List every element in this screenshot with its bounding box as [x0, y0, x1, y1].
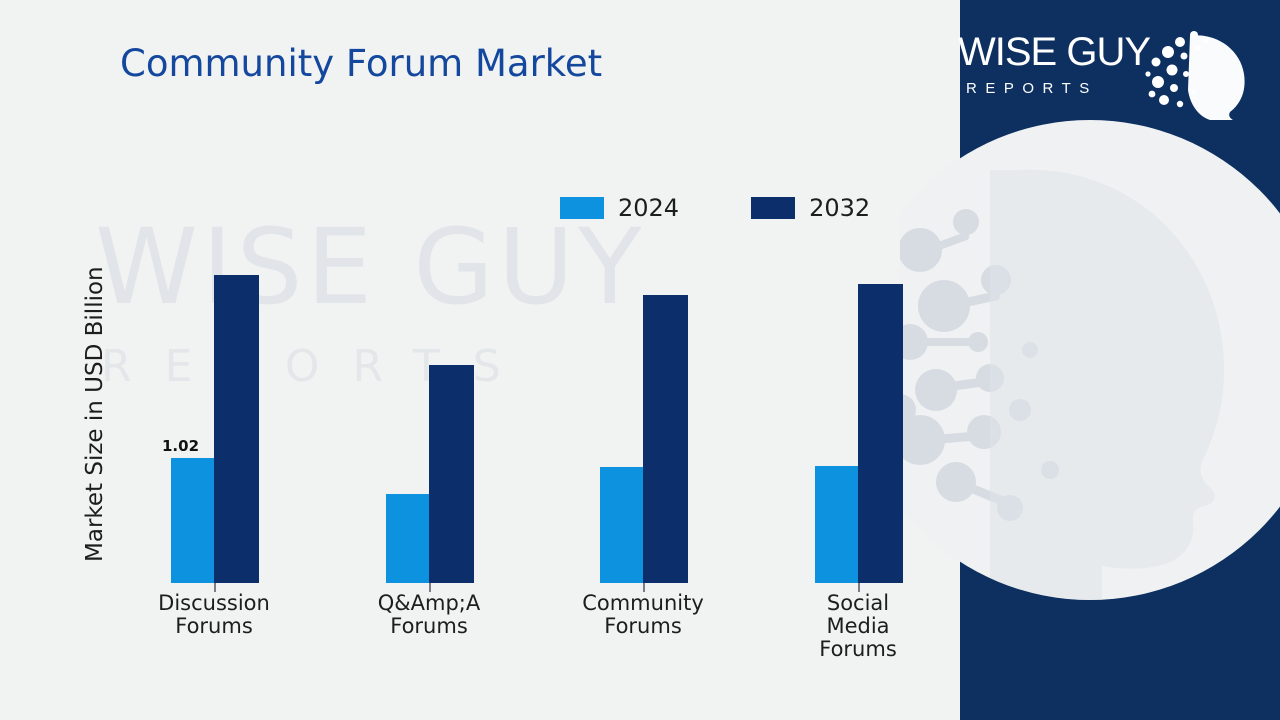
x-axis-category-label: Community Forums [582, 591, 704, 638]
x-axis-tick [643, 583, 645, 592]
bar-2032-0[interactable] [214, 275, 259, 583]
bar-2024-3[interactable] [815, 466, 858, 583]
bar-value-label: 1.02 [162, 437, 200, 455]
x-axis-tick [214, 583, 216, 592]
x-axis-category-label: Social Media Forums [819, 591, 897, 661]
bar-2024-2[interactable] [600, 467, 643, 583]
bar-2032-2[interactable] [643, 295, 688, 583]
wiseguy-logo: WISE GUY REPORTS [958, 28, 1258, 124]
bar-chart: Market Size in USD Billion 2024 2032 1.02… [82, 194, 903, 661]
x-axis-category-label: Discussion Forums [158, 591, 270, 638]
logo-subtext: REPORTS [966, 80, 1098, 97]
legend-swatch-2024 [560, 197, 604, 219]
bar-2024-1[interactable] [386, 494, 429, 583]
x-axis-category-label: Q&Amp;A Forums [377, 591, 481, 638]
legend-item-2024[interactable]: 2024 [560, 194, 679, 222]
legend-swatch-2032 [751, 197, 796, 219]
bar-2032-1[interactable] [429, 365, 474, 583]
plot-area: 1.02 Discussion Forums Q&Amp;A Forums Commu… [158, 275, 903, 661]
bar-2032-3[interactable] [858, 284, 903, 583]
bar-2024-0[interactable] [171, 458, 214, 583]
page-title: Community Forum Market [120, 42, 603, 85]
x-axis-tick [429, 583, 431, 592]
legend-label: 2024 [618, 194, 680, 222]
logo-wordmark: WISE GUY [958, 30, 1151, 74]
